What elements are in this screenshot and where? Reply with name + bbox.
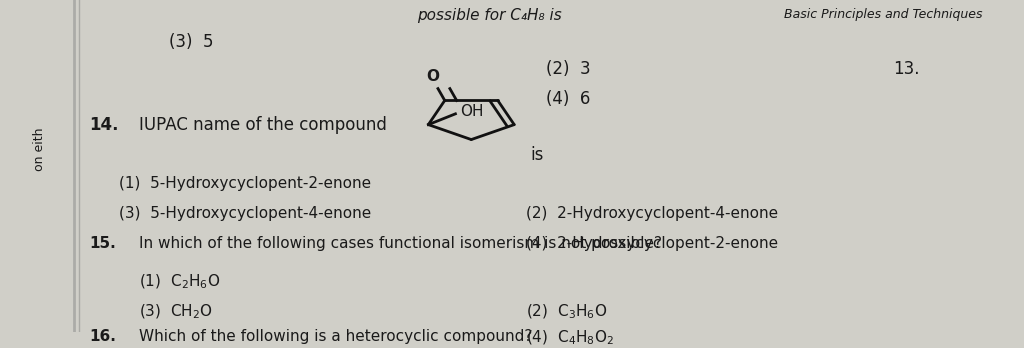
Text: IUPAC name of the compound: IUPAC name of the compound <box>139 116 387 134</box>
Text: (4)  $\mathregular{C_4H_8O_2}$: (4) $\mathregular{C_4H_8O_2}$ <box>526 329 613 347</box>
Text: (1)  5-Hydroxycyclopent-2-enone: (1) 5-Hydroxycyclopent-2-enone <box>119 176 371 191</box>
Text: (1)  $\mathregular{C_2H_6O}$: (1) $\mathregular{C_2H_6O}$ <box>139 272 220 291</box>
Text: 15.: 15. <box>89 236 116 251</box>
Text: 16.: 16. <box>89 329 116 344</box>
Text: (2)  $\mathregular{C_3H_6O}$: (2) $\mathregular{C_3H_6O}$ <box>526 302 607 321</box>
Text: (3)  5: (3) 5 <box>169 33 213 51</box>
Text: (3)  5-Hydroxycyclopent-4-enone: (3) 5-Hydroxycyclopent-4-enone <box>119 206 372 221</box>
Text: (2)  2-Hydroxycyclopent-4-enone: (2) 2-Hydroxycyclopent-4-enone <box>526 206 778 221</box>
Text: on eith: on eith <box>33 128 46 171</box>
Text: OH: OH <box>461 104 484 119</box>
Text: (2)  3: (2) 3 <box>546 60 590 78</box>
Text: possible for C₄H₈ is: possible for C₄H₈ is <box>417 8 561 23</box>
Text: (4)  2-Hydroxycyclopent-2-enone: (4) 2-Hydroxycyclopent-2-enone <box>526 236 778 251</box>
Text: 14.: 14. <box>89 116 119 134</box>
Text: Basic Principles and Techniques: Basic Principles and Techniques <box>783 8 982 21</box>
Text: (4)  6: (4) 6 <box>546 90 590 108</box>
Text: Which of the following is a heterocyclic compound?: Which of the following is a heterocyclic… <box>139 329 532 344</box>
Text: In which of the following cases functional isomerism is not possible?: In which of the following cases function… <box>139 236 662 251</box>
Text: 13.: 13. <box>893 60 920 78</box>
Text: is: is <box>530 146 544 164</box>
Text: O: O <box>427 69 439 84</box>
Text: (3)  $\mathregular{CH_2O}$: (3) $\mathregular{CH_2O}$ <box>139 302 213 321</box>
